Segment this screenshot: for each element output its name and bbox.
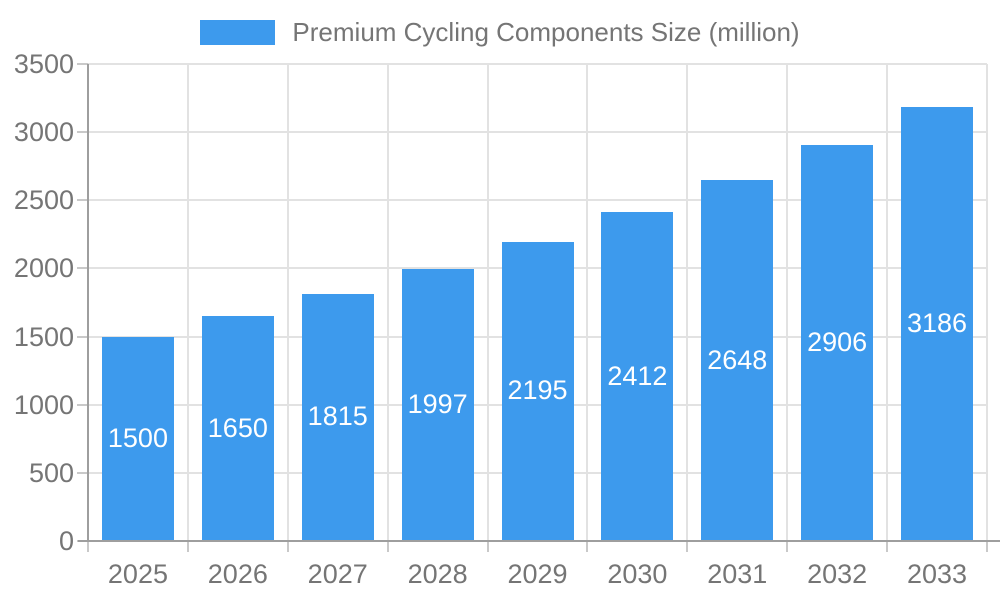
bar-value-label: 1650 [207,412,268,443]
x-axis-label: 2033 [907,559,968,589]
gridline-vertical [786,64,789,541]
bar-2027[interactable]: 1815 [301,293,374,540]
y-axis-tick [77,471,88,474]
y-axis-tick [77,267,88,270]
y-axis-label: 2500 [13,185,74,216]
gridline-vertical [686,64,689,541]
chart-title: Premium Cycling Components Size (million… [292,17,800,47]
x-axis-tick [186,541,189,552]
x-axis-label: 2026 [207,559,268,589]
x-axis-label: 2025 [107,559,168,589]
bar-value-label: 1500 [107,422,168,453]
bar-value-label: 1997 [407,388,468,419]
gridline-vertical [386,64,389,541]
chart-legend[interactable]: Premium Cycling Components Size (million… [0,17,1000,47]
bar-2029[interactable]: 2195 [501,241,574,540]
y-axis-tick [77,199,88,202]
x-axis-label: 2028 [407,559,468,589]
y-axis-tick [77,403,88,406]
bar-2026[interactable]: 1650 [201,316,274,540]
bar-2025[interactable]: 1500 [101,336,174,540]
gridline-horizontal [88,63,987,65]
bar-2032[interactable]: 2906 [801,144,874,540]
gridline-vertical [886,64,889,541]
y-axis-tick [77,335,88,338]
gridline-vertical [286,64,289,541]
x-axis-line [78,540,1000,542]
x-axis-label: 2027 [307,559,368,589]
x-axis-tick [886,541,889,552]
gridline-horizontal [88,131,987,134]
y-axis-tick [77,63,88,65]
y-axis-label: 1000 [13,389,74,420]
gridline-vertical [986,64,988,541]
y-axis-label: 3000 [13,117,74,148]
x-axis-tick [386,541,389,552]
bar-value-label: 2648 [707,344,768,375]
x-axis-label: 2030 [607,559,668,589]
x-axis-tick [986,541,988,552]
bar-value-label: 2906 [807,326,868,357]
x-axis-tick [686,541,689,552]
y-axis-label: 0 [58,526,74,556]
x-axis-label: 2031 [707,559,768,589]
x-axis-tick [586,541,589,552]
bar-2030[interactable]: 2412 [601,212,674,540]
bar-value-label: 2195 [507,375,568,406]
bar-2031[interactable]: 2648 [701,180,774,540]
gridline-vertical [586,64,589,541]
bar-2028[interactable]: 1997 [401,268,474,540]
bar-2033[interactable]: 3186 [901,106,974,540]
gridline-vertical [486,64,489,541]
y-axis-label: 500 [28,457,74,488]
x-axis-tick [786,541,789,552]
gridline-horizontal [88,199,987,202]
x-axis-label: 2032 [807,559,868,589]
x-axis-tick [486,541,489,552]
legend-color-swatch [200,19,276,45]
y-axis-label: 1500 [13,321,74,352]
x-axis-label: 2029 [507,559,568,589]
y-axis-label: 3500 [13,49,74,79]
plot-area: 0 500 1000 1500 2000 2500 3000 3500 1500 2025 1650… [14,51,1000,589]
y-axis-label: 2000 [13,253,74,284]
x-axis-tick [286,541,289,552]
y-axis-tick [77,131,88,134]
y-axis-line [87,64,89,541]
bar-value-label: 1815 [307,401,368,432]
bar-value-label: 3186 [907,307,968,338]
bar-value-label: 2412 [607,360,668,391]
x-axis-tick [87,541,89,552]
gridline-vertical [186,64,189,541]
